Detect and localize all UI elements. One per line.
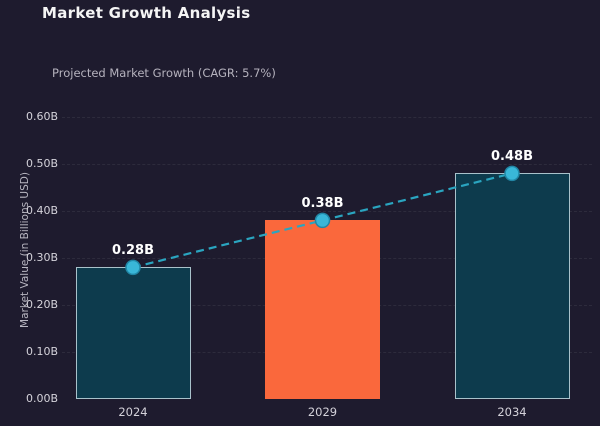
gridline bbox=[62, 117, 592, 118]
y-tick-label: 0.20B bbox=[25, 298, 58, 311]
bar-2034 bbox=[454, 173, 570, 399]
y-tick-label: 0.30B bbox=[25, 251, 58, 264]
chart-title: Market Growth Analysis bbox=[42, 4, 251, 22]
y-tick-label: 0.40B bbox=[25, 204, 58, 217]
bar-2029 bbox=[265, 220, 380, 399]
y-tick-label: 0.60B bbox=[25, 110, 58, 123]
y-tick-label: 0.00B bbox=[25, 392, 58, 405]
bar-2024 bbox=[75, 267, 191, 399]
y-tick-label: 0.50B bbox=[25, 157, 58, 170]
gridline bbox=[62, 164, 592, 165]
y-tick-label: 0.10B bbox=[25, 345, 58, 358]
x-tick-label-2034: 2034 bbox=[497, 405, 527, 419]
data-label-2034: 0.48B bbox=[491, 149, 533, 165]
x-tick-label-2024: 2024 bbox=[118, 405, 148, 419]
data-label-2029: 0.38B bbox=[301, 196, 344, 212]
x-tick-label-2029: 2029 bbox=[307, 405, 338, 419]
chart-subtitle: Projected Market Growth (CAGR: 5.7%) bbox=[52, 66, 276, 80]
data-label-2024: 0.28B bbox=[112, 243, 154, 259]
